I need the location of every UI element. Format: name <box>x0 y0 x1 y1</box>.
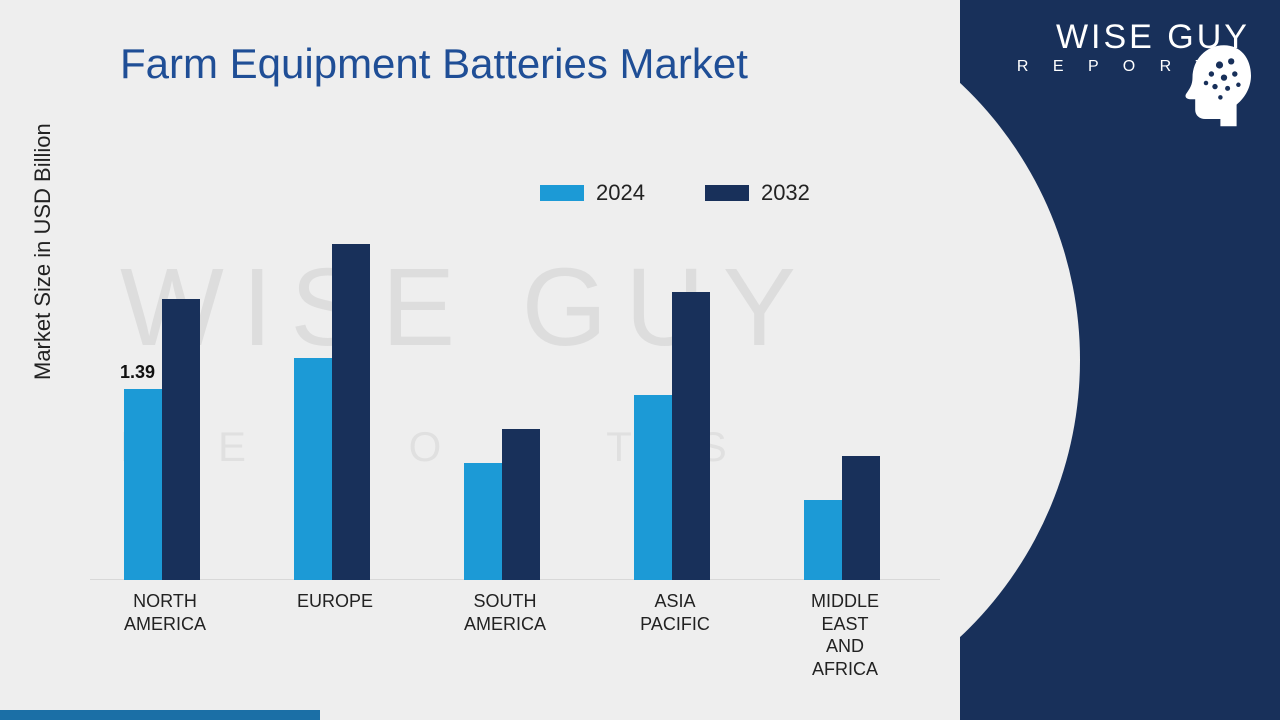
infographic-stage: WISE GUYR E P O R T S WISE GUY R E P O R… <box>0 0 1280 720</box>
bar-2032 <box>672 292 710 580</box>
legend-item-2032: 2032 <box>705 180 810 206</box>
bar-2032 <box>502 429 540 580</box>
bar-2024 <box>294 358 332 580</box>
value-label: 1.39 <box>120 362 155 383</box>
chart-area: NORTHAMERICAEUROPESOUTHAMERICAASIAPACIFI… <box>90 230 940 580</box>
legend-swatch-2024 <box>540 185 584 201</box>
x-axis-label: MIDDLEEASTANDAFRICA <box>763 580 928 680</box>
brand-logo: WISE GUY R E P O R T S <box>1017 20 1250 76</box>
x-axis-label: EUROPE <box>253 580 418 613</box>
legend-label-2032: 2032 <box>761 180 810 206</box>
legend-item-2024: 2024 <box>540 180 645 206</box>
y-axis-label: Market Size in USD Billion <box>30 123 56 380</box>
x-axis-label: SOUTHAMERICA <box>423 580 588 635</box>
bar-2024 <box>634 395 672 580</box>
bar-2032 <box>332 244 370 580</box>
legend: 2024 2032 <box>540 180 810 206</box>
bottom-accent-bar <box>0 710 320 720</box>
legend-swatch-2032 <box>705 185 749 201</box>
x-axis-label: ASIAPACIFIC <box>593 580 758 635</box>
bar-2032 <box>162 299 200 580</box>
bar-2024 <box>124 389 162 580</box>
brain-head-icon <box>1170 38 1260 128</box>
legend-label-2024: 2024 <box>596 180 645 206</box>
bar-2024 <box>804 500 842 580</box>
bar-2032 <box>842 456 880 580</box>
x-axis-label: NORTHAMERICA <box>83 580 248 635</box>
chart-title: Farm Equipment Batteries Market <box>120 40 748 88</box>
bar-2024 <box>464 463 502 580</box>
